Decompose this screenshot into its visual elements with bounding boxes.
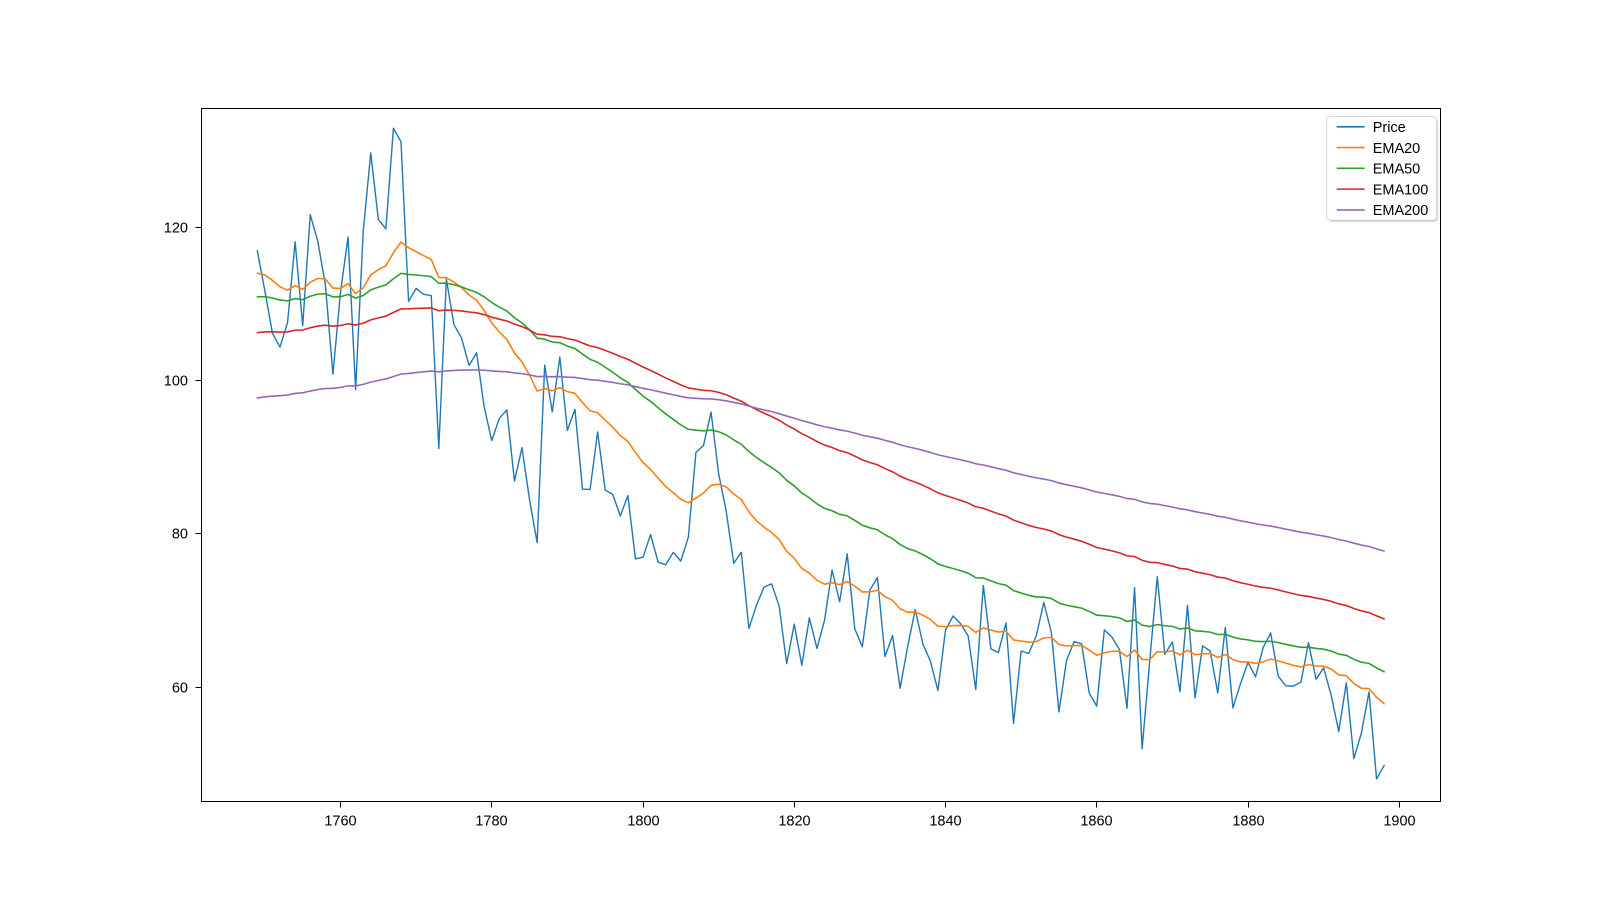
svg-text:1880: 1880 <box>1232 814 1264 830</box>
svg-text:1860: 1860 <box>1080 814 1112 830</box>
svg-text:60: 60 <box>172 681 188 697</box>
svg-text:Price: Price <box>1373 120 1406 136</box>
svg-text:EMA100: EMA100 <box>1373 182 1429 198</box>
svg-text:120: 120 <box>164 221 188 237</box>
svg-text:EMA50: EMA50 <box>1373 162 1421 178</box>
svg-text:1760: 1760 <box>324 814 356 830</box>
svg-text:100: 100 <box>164 374 188 390</box>
svg-text:1780: 1780 <box>475 814 507 830</box>
svg-text:1840: 1840 <box>929 814 961 830</box>
svg-text:1800: 1800 <box>627 814 659 830</box>
svg-text:1820: 1820 <box>778 814 810 830</box>
svg-text:80: 80 <box>172 527 188 543</box>
svg-text:1900: 1900 <box>1383 814 1415 830</box>
svg-text:EMA20: EMA20 <box>1373 141 1421 157</box>
svg-text:EMA200: EMA200 <box>1373 203 1429 219</box>
